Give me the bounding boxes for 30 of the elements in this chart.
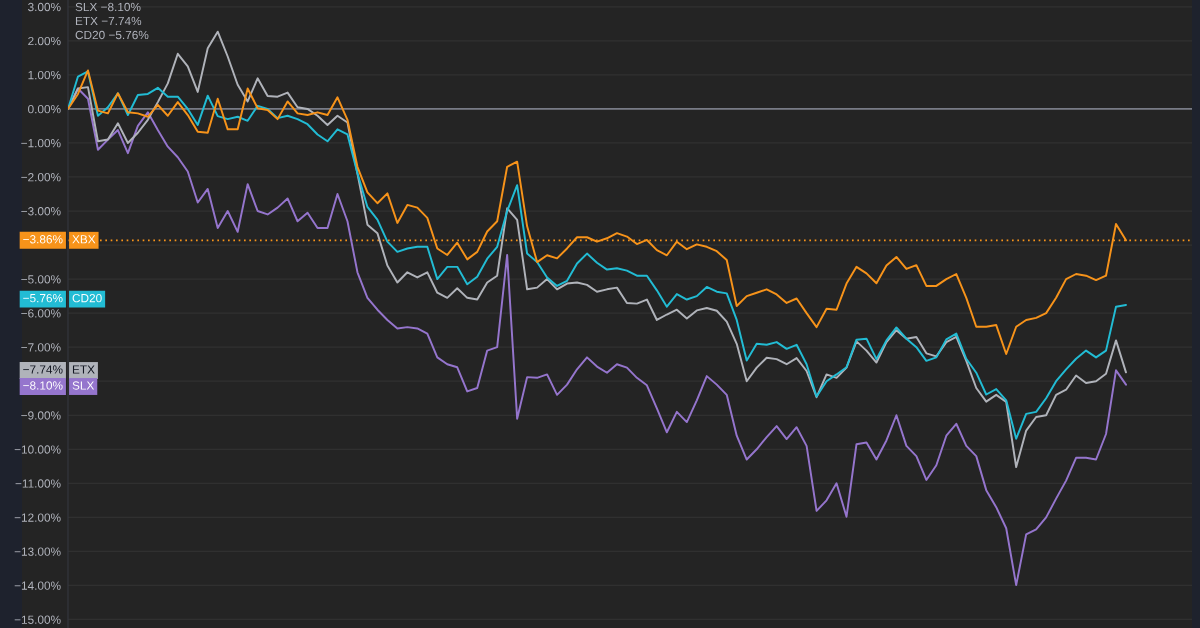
- y-tick-label: −9.00%: [21, 411, 61, 420]
- legend-label: CD20: [72, 293, 102, 303]
- annotation: CD20 −5.76%: [75, 30, 149, 40]
- y-tick-label: 0.00%: [28, 104, 61, 114]
- y-tick-label: −7.00%: [21, 343, 61, 352]
- y-tick-label: 1.00%: [28, 70, 61, 80]
- legend-label: SLX: [72, 381, 95, 390]
- y-tick-label: 2.00%: [28, 36, 61, 46]
- y-tick-label: −13.00%: [14, 547, 61, 556]
- y-tick-label: −11.00%: [15, 479, 61, 488]
- y-tick-label: −5.00%: [21, 275, 61, 284]
- annotation: ETX −7.74%: [75, 16, 142, 26]
- text: −5.76%: [23, 293, 63, 303]
- y-tick-label: −6.00%: [21, 309, 61, 318]
- line-series: [68, 30, 1127, 468]
- line-series: [68, 70, 1127, 440]
- y-tick-label: −15.00%: [14, 615, 61, 624]
- legend-label: XBX: [72, 235, 96, 244]
- y-tick-label: −14.00%: [14, 581, 61, 590]
- legend-label: ETX: [72, 365, 95, 374]
- text: −3.86%: [23, 235, 63, 244]
- text: −8.10%: [23, 381, 63, 390]
- text: −7.74%: [23, 365, 63, 374]
- y-tick-label: −3.00%: [21, 207, 61, 216]
- y-tick-label: −10.00%: [14, 445, 61, 454]
- y-tick-label: −2.00%: [21, 173, 61, 182]
- annotation: SLX −8.10%: [75, 2, 141, 12]
- y-tick-label: 3.00%: [28, 2, 61, 12]
- y-tick-label: −1.00%: [21, 138, 61, 148]
- y-tick-label: −12.00%: [14, 513, 61, 522]
